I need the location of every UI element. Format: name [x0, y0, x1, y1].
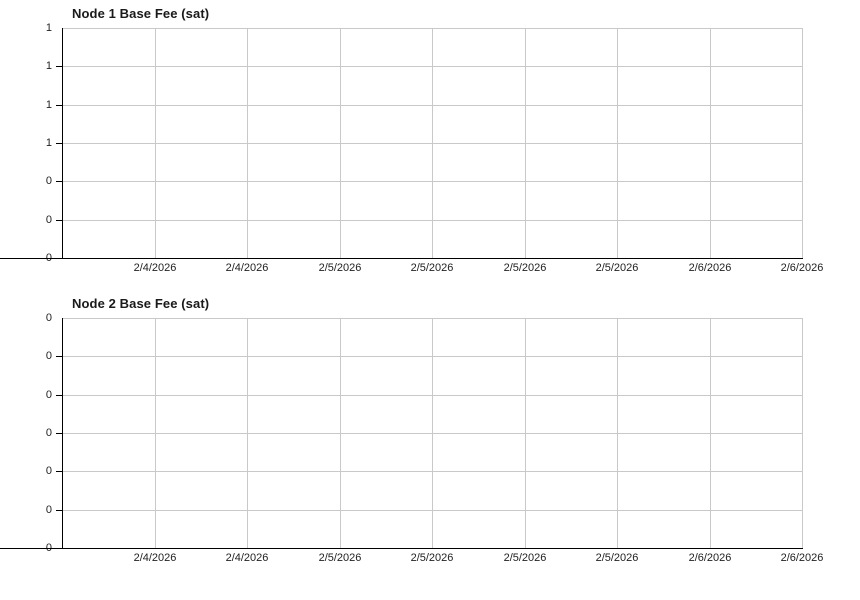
x-tick-label: 2/5/2026: [410, 262, 454, 274]
x-tick-label: 2/5/2026: [318, 552, 362, 564]
gridline-vertical: [432, 28, 433, 258]
y-tick-label: 0: [45, 175, 52, 187]
chart-title: Node 1 Base Fee (sat): [72, 6, 210, 21]
y-tick-mark: [56, 258, 62, 259]
y-tick-label: 0: [45, 465, 52, 477]
y-tick-mark: [56, 356, 62, 357]
y-tick-mark: [56, 548, 62, 549]
y-axis-spine: [62, 318, 63, 549]
x-tick-label: 2/4/2026: [225, 552, 269, 564]
plot-area: [62, 318, 803, 549]
y-tick-label: 0: [45, 389, 52, 401]
x-tick-label: 2/5/2026: [503, 552, 547, 564]
y-tick-label: 1: [45, 22, 52, 34]
gridline-vertical: [247, 28, 248, 258]
x-tick-label: 2/4/2026: [133, 552, 177, 564]
x-tick-label: 2/5/2026: [318, 262, 362, 274]
gridline-vertical: [432, 318, 433, 548]
y-tick-label: 1: [45, 60, 52, 72]
y-tick-label: 0: [45, 427, 52, 439]
y-tick-label: 0: [45, 312, 52, 324]
y-tick-mark: [56, 220, 62, 221]
chart-panel-node-2: Node 2 Base Fee (sat) 0000000 2/4/20262/…: [0, 290, 860, 580]
y-tick-mark: [56, 510, 62, 511]
y-tick-label: 1: [45, 137, 52, 149]
gridline-vertical: [617, 28, 618, 258]
gridline-vertical: [155, 28, 156, 258]
x-tick-label: 2/6/2026: [688, 552, 732, 564]
x-axis-spine: [0, 548, 803, 549]
x-tick-label: 2/6/2026: [780, 262, 824, 274]
y-tick-mark: [56, 143, 62, 144]
y-tick-label: 0: [45, 214, 52, 226]
gridline-vertical: [710, 28, 711, 258]
y-tick-mark: [56, 105, 62, 106]
y-tick-mark: [56, 471, 62, 472]
x-tick-label: 2/5/2026: [410, 552, 454, 564]
y-axis: 0000000: [0, 290, 52, 580]
chart-title: Node 2 Base Fee (sat): [72, 296, 210, 311]
y-axis-spine: [62, 28, 63, 259]
gridline-vertical: [247, 318, 248, 548]
x-tick-label: 2/5/2026: [503, 262, 547, 274]
x-tick-label: 2/6/2026: [780, 552, 824, 564]
plot-area: [62, 28, 803, 259]
y-tick-mark: [56, 181, 62, 182]
gridline-vertical: [340, 318, 341, 548]
x-tick-label: 2/4/2026: [133, 262, 177, 274]
gridline-vertical: [617, 318, 618, 548]
gridline-vertical: [155, 318, 156, 548]
y-tick-mark: [56, 433, 62, 434]
gridline-vertical: [710, 318, 711, 548]
y-tick-mark: [56, 395, 62, 396]
x-tick-label: 2/4/2026: [225, 262, 269, 274]
gridline-vertical: [525, 28, 526, 258]
gridline-vertical: [340, 28, 341, 258]
chart-panel-node-1: Node 1 Base Fee (sat) 1111000 2/4/20262/…: [0, 0, 860, 290]
y-tick-label: 0: [45, 504, 52, 516]
gridline-vertical: [525, 318, 526, 548]
y-tick-mark: [56, 66, 62, 67]
x-axis-spine: [0, 258, 803, 259]
x-tick-label: 2/5/2026: [595, 552, 639, 564]
x-tick-label: 2/5/2026: [595, 262, 639, 274]
y-tick-label: 1: [45, 99, 52, 111]
gridline-vertical: [802, 28, 803, 258]
y-axis: 1111000: [0, 0, 52, 290]
y-tick-label: 0: [45, 350, 52, 362]
x-tick-label: 2/6/2026: [688, 262, 732, 274]
gridline-vertical: [802, 318, 803, 548]
